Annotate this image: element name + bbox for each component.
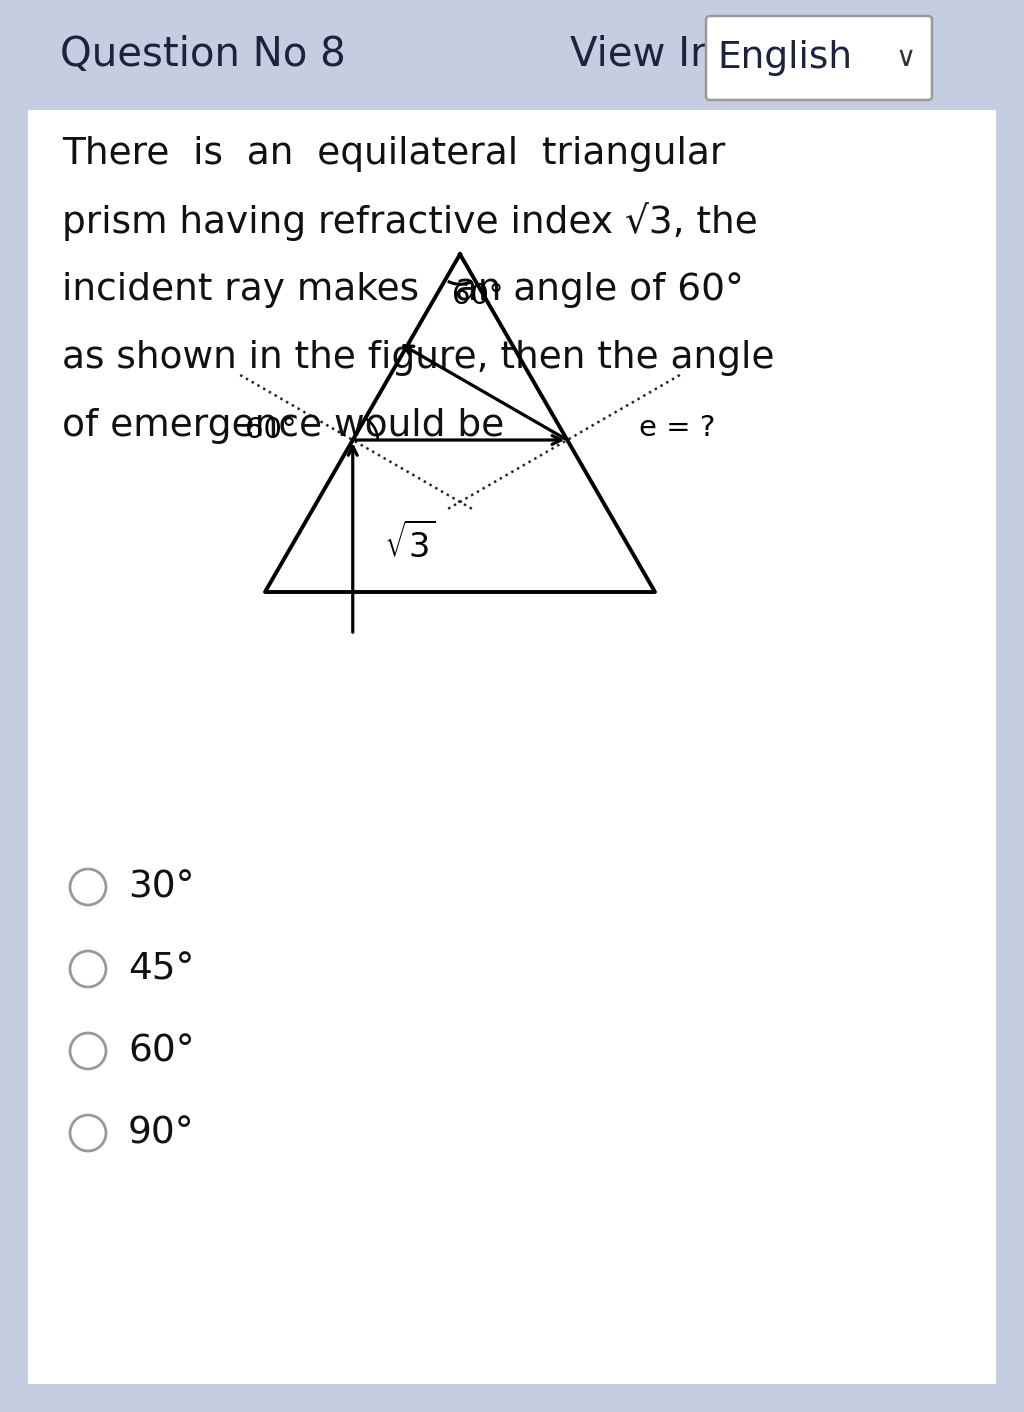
Text: 90°: 90° xyxy=(128,1115,195,1151)
Text: of emergence would be: of emergence would be xyxy=(62,408,504,443)
Text: $\sqrt{3}$: $\sqrt{3}$ xyxy=(384,522,436,565)
Text: 60°: 60° xyxy=(245,417,296,443)
Text: 60°: 60° xyxy=(453,282,504,311)
Text: as shown in the figure, then the angle: as shown in the figure, then the angle xyxy=(62,340,774,376)
Text: prism having refractive index √3, the: prism having refractive index √3, the xyxy=(62,202,758,241)
Text: 30°: 30° xyxy=(128,868,195,905)
Text: 45°: 45° xyxy=(128,952,195,987)
Text: English: English xyxy=(718,40,853,76)
Text: e = ?: e = ? xyxy=(639,414,716,442)
Bar xyxy=(0,0,1024,110)
Text: Question No 8: Question No 8 xyxy=(60,35,346,75)
FancyBboxPatch shape xyxy=(706,16,932,100)
Text: incident ray makes   an angle of 60°: incident ray makes an angle of 60° xyxy=(62,273,743,308)
Text: There  is  an  equilateral  triangular: There is an equilateral triangular xyxy=(62,136,725,172)
Text: View In: View In xyxy=(570,35,716,75)
Text: 60°: 60° xyxy=(128,1034,195,1069)
Text: ∨: ∨ xyxy=(896,44,916,72)
